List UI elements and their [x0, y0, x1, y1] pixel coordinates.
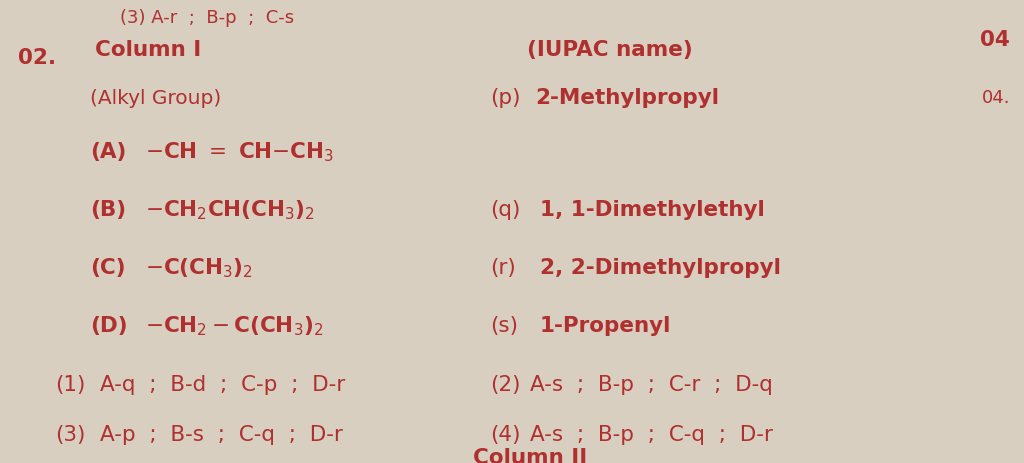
Text: (Alkyl Group): (Alkyl Group) — [90, 88, 221, 107]
Text: A-q  ;  B-d  ;  C-p  ;  D-r: A-q ; B-d ; C-p ; D-r — [100, 374, 345, 394]
Text: $-$CH $=$ CH$-$CH$_3$: $-$CH $=$ CH$-$CH$_3$ — [145, 140, 334, 163]
Text: (1): (1) — [55, 374, 85, 394]
Text: (p): (p) — [490, 88, 520, 108]
Text: A-p  ;  B-s  ;  C-q  ;  D-r: A-p ; B-s ; C-q ; D-r — [100, 424, 343, 444]
Text: (IUPAC name): (IUPAC name) — [527, 40, 693, 60]
Text: 1, 1-Dimethylethyl: 1, 1-Dimethylethyl — [540, 200, 765, 219]
Text: A-s  ;  B-p  ;  C-r  ;  D-q: A-s ; B-p ; C-r ; D-q — [530, 374, 773, 394]
Text: Column II: Column II — [473, 447, 587, 463]
Text: Column I: Column I — [95, 40, 202, 60]
Text: 2-Methylpropyl: 2-Methylpropyl — [535, 88, 719, 108]
Text: 04: 04 — [980, 30, 1010, 50]
Text: (D): (D) — [90, 315, 128, 335]
Text: (A): (A) — [90, 142, 126, 162]
Text: (B): (B) — [90, 200, 126, 219]
Text: $-$C(CH$_3$)$_2$: $-$C(CH$_3$)$_2$ — [145, 256, 253, 279]
Text: 02.: 02. — [18, 48, 56, 68]
Text: 2, 2-Dimethylpropyl: 2, 2-Dimethylpropyl — [540, 257, 781, 277]
Text: (3) A-r  ;  B-p  ;  C-s: (3) A-r ; B-p ; C-s — [120, 9, 294, 27]
Text: (r): (r) — [490, 257, 516, 277]
Text: (C): (C) — [90, 257, 126, 277]
Text: $-$CH$_2-$C(CH$_3$)$_2$: $-$CH$_2-$C(CH$_3$)$_2$ — [145, 313, 324, 337]
Text: (q): (q) — [490, 200, 520, 219]
Text: (2): (2) — [490, 374, 520, 394]
Text: $-$CH$_2$CH(CH$_3$)$_2$: $-$CH$_2$CH(CH$_3$)$_2$ — [145, 198, 315, 221]
Text: 1-Propenyl: 1-Propenyl — [540, 315, 672, 335]
Text: (3): (3) — [55, 424, 85, 444]
Text: A-s  ;  B-p  ;  C-q  ;  D-r: A-s ; B-p ; C-q ; D-r — [530, 424, 773, 444]
Text: 04.: 04. — [981, 89, 1010, 107]
Text: (4): (4) — [490, 424, 520, 444]
Text: (s): (s) — [490, 315, 518, 335]
